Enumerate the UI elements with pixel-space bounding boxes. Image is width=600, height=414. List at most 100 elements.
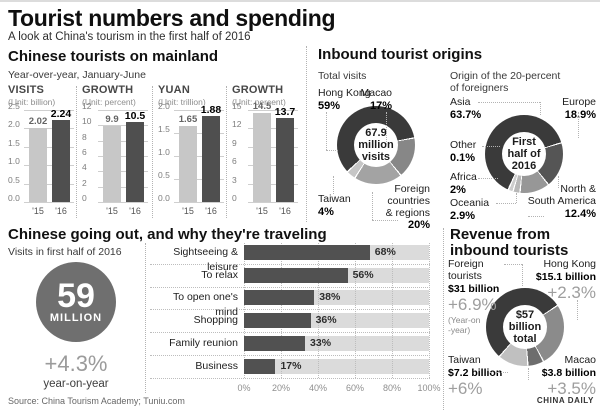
divider — [443, 228, 444, 410]
donut-revenue: $57 billion total — [486, 288, 564, 366]
label-revenue-taiwan: Taiwan $7.2 billion +6% — [448, 354, 503, 399]
source-credit: Source: China Tourism Academy; Tuniu.com — [8, 396, 185, 406]
bar-6 — [244, 358, 276, 374]
gridline — [429, 243, 430, 378]
stat-growth-label: year-on-year — [43, 378, 109, 390]
y-tick-label: 1.5 — [158, 124, 170, 134]
x-tick-label: 100% — [417, 383, 441, 393]
bar-value: 68% — [374, 246, 396, 258]
bar-16 — [276, 117, 294, 202]
y-tick-label: 9 — [232, 137, 237, 148]
y-tick-label: 1.5 — [8, 137, 20, 148]
y-tick-label: 12 — [232, 119, 242, 130]
leader-line — [528, 368, 529, 380]
bar-value: 1.88 — [200, 103, 222, 116]
x-tick-label: '15 — [256, 206, 268, 216]
gridline — [24, 128, 74, 130]
why-traveling-chart: 0% 20% 40% 60% 80% 100% Sightseeing & leisure 6… — [150, 243, 441, 397]
gridline — [24, 110, 74, 111]
mini-chart-yuan: YUAN (Unit: trillion) 2.0 1.5 1.0 0.5 0.0 1.6… — [158, 84, 226, 224]
gridline — [248, 202, 298, 203]
donut-center-label: $57 billion total — [503, 305, 547, 349]
gridline — [24, 165, 74, 167]
bar-track — [244, 358, 429, 374]
gridline — [248, 128, 298, 130]
stat-label: Visits in first half of 2016 — [8, 246, 122, 258]
y-tick-label: 10 — [82, 116, 92, 127]
chart-unit: (Unit: percent) — [232, 97, 286, 107]
gridline — [244, 243, 245, 378]
chart-plot: 2.0 1.5 1.0 0.5 0.0 1.65 '15 1.88 '16 — [158, 101, 224, 216]
x-tick-label: 0% — [237, 383, 251, 393]
x-tick-label: '15 — [32, 206, 44, 216]
chart-plot: 15 12 9 6 3 0 14.5 '15 13.7 '16 — [232, 101, 298, 216]
leader-line — [522, 264, 523, 286]
leader-line — [516, 193, 517, 203]
mainland-section-heading: Chinese tourists on mainland — [8, 48, 219, 65]
gridline — [98, 186, 148, 188]
x-tick-label: 20% — [271, 383, 290, 393]
gridline — [174, 179, 224, 180]
label-revenue-hong-kong: Hong Kong $15.1 billion +2.3% — [535, 258, 596, 303]
y-tick-label: 2.5 — [8, 101, 20, 111]
donut1-title: Total visits — [318, 70, 367, 82]
leader-line — [478, 178, 498, 179]
top-border — [0, 0, 600, 2]
y-tick-label: 1.0 — [158, 147, 170, 157]
bar-5 — [244, 335, 306, 351]
page-subtitle: A look at China's tourism in the first h… — [8, 31, 251, 43]
leader-line — [577, 300, 578, 320]
donut-foreigner-origin: First half of 2016 — [485, 115, 563, 193]
label-europe: Europe 18.9% — [562, 96, 596, 121]
gridline — [281, 243, 282, 378]
bar-1 — [244, 245, 370, 260]
bar-value: 14.5 — [252, 101, 272, 113]
label-macao: Macao 17% — [360, 87, 392, 112]
gridline — [24, 202, 74, 203]
gridline — [248, 110, 298, 111]
chart-plot: 12 10 8 6 4 2 0 9.9 '15 10.5 '16 — [82, 101, 148, 216]
gridline — [355, 243, 356, 378]
y-tick-label: 0.0 — [8, 193, 20, 203]
x-tick-label: '16 — [279, 206, 291, 216]
bar-value: 36% — [315, 314, 337, 327]
donut-center-label: First half of 2016 — [502, 132, 546, 176]
gridline — [174, 133, 224, 134]
y-tick-label: 15 — [232, 101, 242, 111]
bar-16 — [202, 115, 220, 202]
x-tick-label: '16 — [129, 206, 141, 216]
y-tick-label: 0 — [82, 193, 87, 203]
divider — [76, 86, 77, 218]
x-tick-label: '15 — [182, 206, 194, 216]
bar-15 — [253, 113, 271, 202]
gridline — [392, 243, 393, 378]
chart-unit: (Unit: percent) — [82, 97, 136, 107]
mini-chart-visits: VISITS (Unit: billion) 2.5 2.0 1.5 1.0 0.5 0.… — [8, 84, 76, 224]
row-label: Business — [195, 359, 238, 372]
x-tick-label: 40% — [308, 383, 327, 393]
gridline — [248, 183, 298, 185]
label-oceania: Oceania 2.9% — [450, 197, 490, 222]
y-tick-label: 2 — [82, 177, 87, 188]
gridline — [248, 165, 298, 167]
y-tick-label: 4 — [82, 162, 87, 173]
chart-plot: 2.5 2.0 1.5 1.0 0.5 0.0 2.02 '15 2.24 '16 — [8, 101, 74, 216]
divider — [145, 243, 146, 393]
gridline — [24, 146, 74, 148]
bar-value: 38% — [319, 291, 341, 304]
label-asia: Asia 63.7% — [450, 96, 482, 121]
label-other: Other 0.1% — [450, 139, 477, 164]
leader-line — [540, 102, 541, 115]
gridline — [24, 183, 74, 185]
gridline — [174, 202, 224, 203]
chart-title: GROWTH — [232, 84, 284, 96]
gridline — [174, 156, 224, 157]
chart-unit: (Unit: trillion) — [158, 97, 206, 107]
x-tick-label: '15 — [106, 206, 118, 216]
label-revenue-macao: Macao $3.8 billion +3.5% — [541, 354, 596, 399]
label-africa: Africa 2% — [450, 171, 477, 196]
y-tick-label: 6 — [232, 156, 237, 167]
row-label: To relax — [201, 268, 238, 281]
leader-line — [478, 102, 540, 103]
stat-unit: MILLION — [49, 312, 103, 325]
